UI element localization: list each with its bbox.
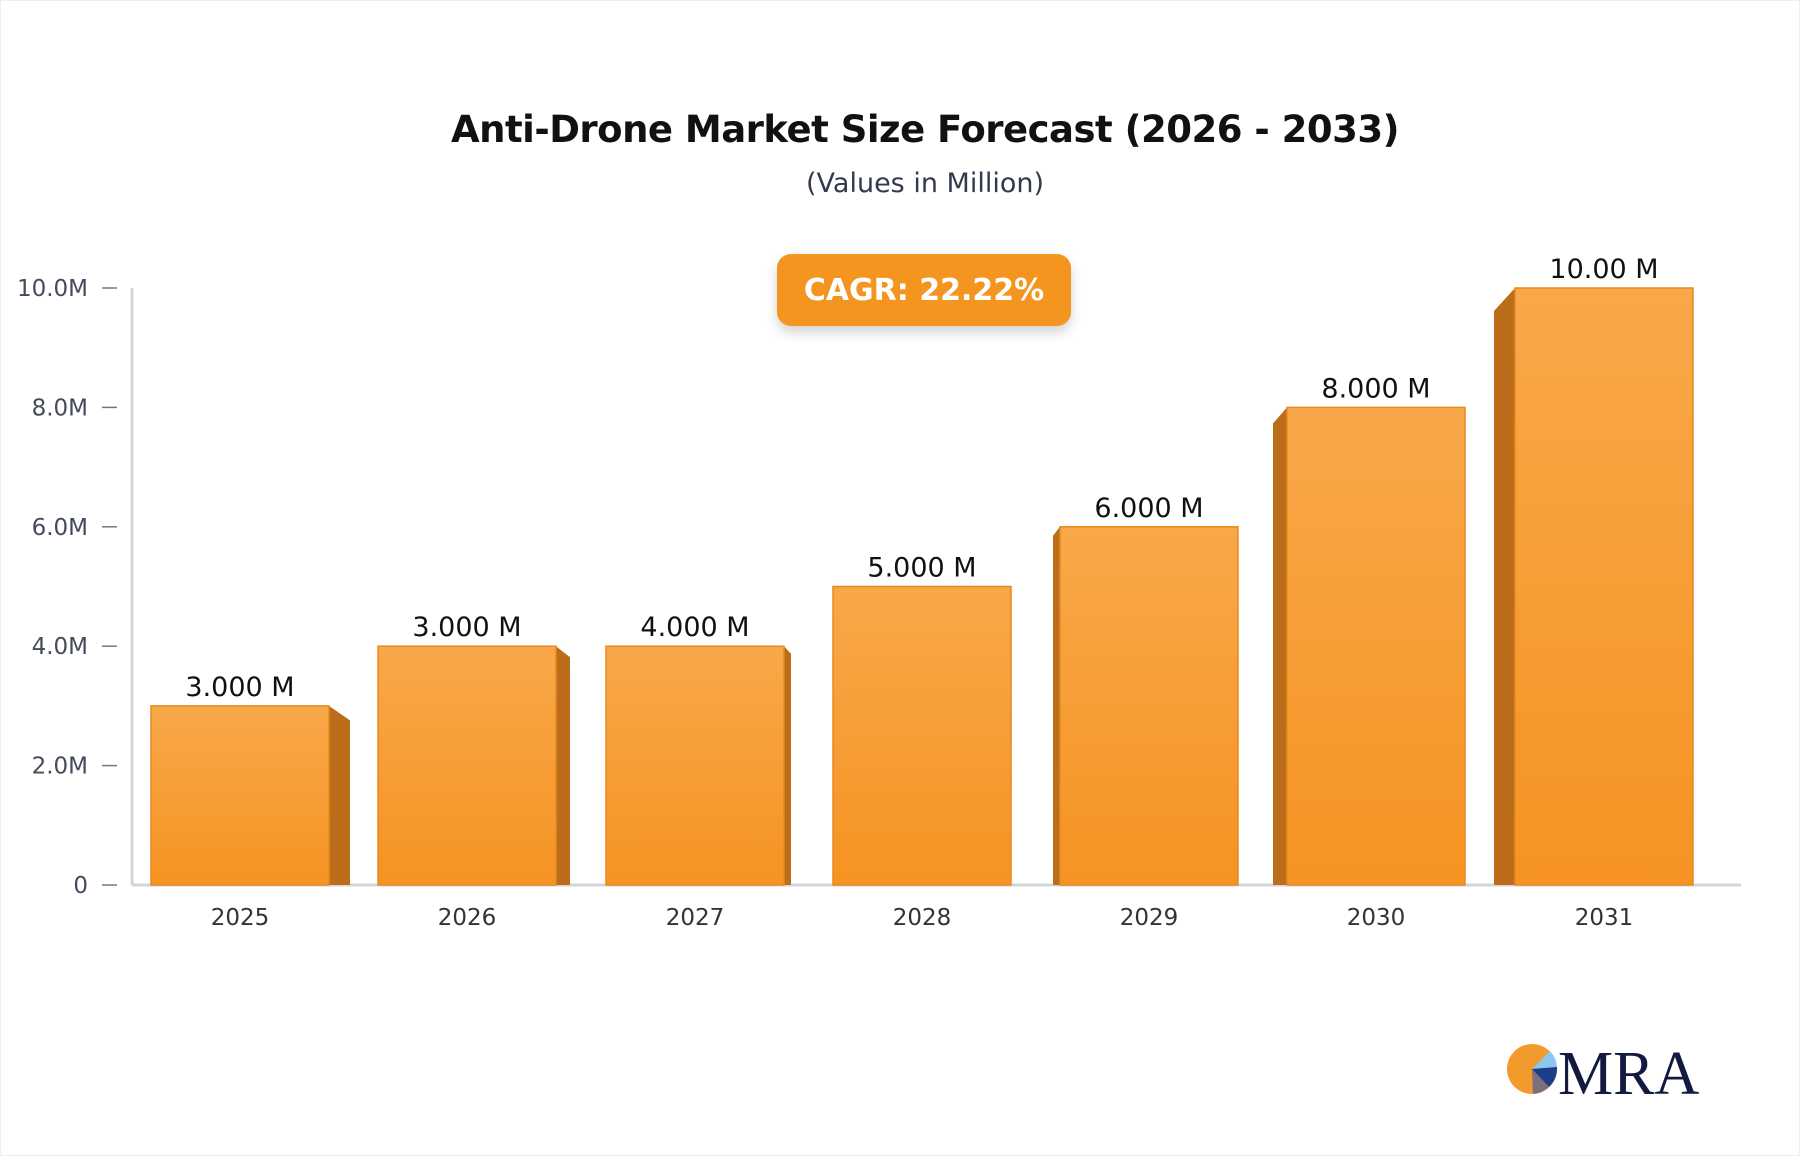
bar-side xyxy=(1494,288,1515,885)
bar-side xyxy=(784,646,791,885)
y-tick-label: 4.0M xyxy=(32,634,88,660)
bar-value-label: 6.000 M xyxy=(1094,493,1203,524)
bar-side xyxy=(1053,526,1060,885)
chart-subtitle: (Values in Million) xyxy=(806,168,1044,199)
logo-text: MRA xyxy=(1558,1040,1699,1102)
mra-logo: MRA xyxy=(1507,1040,1699,1102)
bar-2025 xyxy=(150,705,330,886)
bar-value-label: 5.000 M xyxy=(867,553,976,584)
bar-value-label: 3.000 M xyxy=(185,672,294,703)
bar-value-label: 3.000 M xyxy=(412,612,521,643)
x-tick-label: 2027 xyxy=(666,905,725,931)
chart-title: Anti-Drone Market Size Forecast (2026 - … xyxy=(451,108,1399,151)
x-tick-label: 2025 xyxy=(211,905,270,931)
y-tick-label: 6.0M xyxy=(32,515,88,541)
x-tick-label: 2030 xyxy=(1347,905,1406,931)
y-tick-label: 10.0M xyxy=(17,276,88,302)
y-tick-label: 0 xyxy=(73,873,88,899)
y-tick-label: 2.0M xyxy=(32,754,88,780)
x-tick-label: 2028 xyxy=(893,905,952,931)
cagr-badge: CAGR: 22.22% xyxy=(777,254,1071,326)
bar-side xyxy=(556,646,570,885)
bar-side xyxy=(1273,407,1287,885)
x-tick-label: 2029 xyxy=(1120,905,1179,931)
bar-side xyxy=(329,705,350,885)
bar-2029 xyxy=(1059,526,1239,886)
bar-value-label: 10.00 M xyxy=(1549,254,1658,285)
bar-value-label: 8.000 M xyxy=(1321,373,1430,404)
bar-2028 xyxy=(832,585,1012,886)
bar-2031 xyxy=(1514,287,1694,886)
x-tick-label: 2031 xyxy=(1575,905,1634,931)
bar-2026 xyxy=(377,645,557,886)
y-tick-label: 8.0M xyxy=(32,395,88,421)
bar-2030 xyxy=(1286,406,1466,886)
x-tick-label: 2026 xyxy=(438,905,497,931)
bar-2027 xyxy=(605,645,785,886)
bar-value-label: 4.000 M xyxy=(640,612,749,643)
